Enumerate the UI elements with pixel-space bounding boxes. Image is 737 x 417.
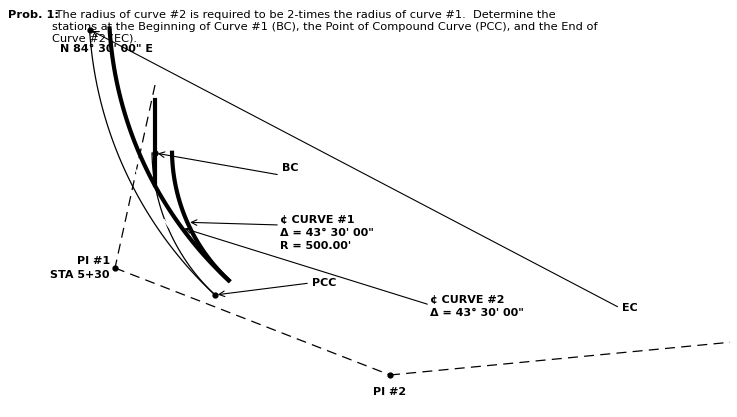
Text: PI #2: PI #2 [374, 387, 407, 397]
Text: R = 500.00': R = 500.00' [280, 241, 351, 251]
Text: The radius of curve #2 is required to be 2-times the radius of curve #1.  Determ: The radius of curve #2 is required to be… [52, 10, 598, 43]
Text: PI #1
STA 5+30: PI #1 STA 5+30 [51, 256, 110, 280]
Text: EC: EC [622, 303, 638, 313]
Text: Δ = 43° 30' 00": Δ = 43° 30' 00" [430, 308, 524, 318]
Text: N 84° 30' 00" E: N 84° 30' 00" E [60, 44, 153, 54]
Text: ¢ CURVE #1: ¢ CURVE #1 [280, 215, 354, 225]
Text: ¢ CURVE #2: ¢ CURVE #2 [430, 295, 505, 305]
Text: Prob. 1:: Prob. 1: [8, 10, 59, 20]
Text: PCC: PCC [312, 278, 336, 288]
Text: Δ = 43° 30' 00": Δ = 43° 30' 00" [280, 228, 374, 238]
Text: BC: BC [282, 163, 298, 173]
